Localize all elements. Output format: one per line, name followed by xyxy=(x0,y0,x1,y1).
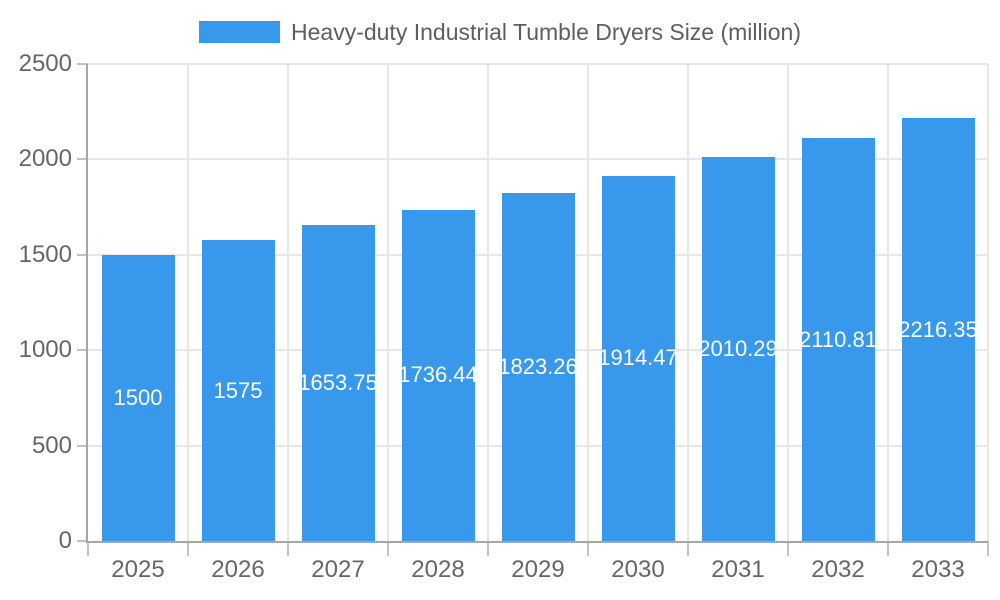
y-axis-label: 1000 xyxy=(18,336,72,364)
x-axis-label: 2026 xyxy=(211,556,265,583)
legend-item[interactable]: Heavy-duty Industrial Tumble Dryers Size… xyxy=(0,20,1000,44)
bar-value-label: 1914.47 xyxy=(601,345,675,371)
x-tick-mark xyxy=(887,541,889,556)
gridline-vertical xyxy=(687,64,689,541)
x-axis-label: 2025 xyxy=(111,556,165,583)
gridline-vertical xyxy=(787,64,789,541)
x-axis-label: 2033 xyxy=(911,556,965,583)
x-axis-label: 2029 xyxy=(511,556,565,583)
y-axis-label: 0 xyxy=(58,527,72,554)
bar-value-label: 1500 xyxy=(113,384,163,410)
bar-value-label: 1736.44 xyxy=(401,362,475,388)
bar: 1823.26 xyxy=(501,193,575,541)
x-axis-line xyxy=(86,541,988,543)
bar: 1653.75 xyxy=(301,225,375,541)
gridline-vertical xyxy=(587,64,589,541)
y-tick-mark xyxy=(77,540,88,542)
legend-swatch xyxy=(199,21,280,43)
gridline-vertical xyxy=(487,64,489,541)
bar: 1500 xyxy=(101,254,175,541)
bar: 1736.44 xyxy=(401,209,475,541)
x-tick-mark xyxy=(187,541,189,556)
x-axis-label: 2031 xyxy=(711,556,765,583)
x-axis-label: 2032 xyxy=(811,556,865,583)
x-tick-mark xyxy=(287,541,289,556)
bar-value-label: 2216.35 xyxy=(901,316,975,342)
gridline-horizontal xyxy=(88,158,988,161)
x-tick-mark xyxy=(487,541,489,556)
x-axis-label: 2030 xyxy=(611,556,665,583)
gridline-vertical xyxy=(887,64,889,541)
x-axis-label: 2027 xyxy=(311,556,365,583)
gridline-vertical xyxy=(187,64,189,541)
bar-value-label: 1575 xyxy=(213,377,263,403)
y-axis-label: 2000 xyxy=(18,145,72,173)
bar-value-label: 1823.26 xyxy=(501,354,575,380)
bar: 1575 xyxy=(201,240,275,541)
bar: 2110.81 xyxy=(801,138,875,541)
bar: 2010.29 xyxy=(701,157,775,541)
bar: 1914.47 xyxy=(601,175,675,541)
gridline-vertical xyxy=(387,64,389,541)
x-axis-label: 2028 xyxy=(411,556,465,583)
y-tick-mark xyxy=(77,444,88,447)
x-tick-mark xyxy=(787,541,789,556)
y-tick-mark xyxy=(77,349,88,352)
y-axis-label: 500 xyxy=(31,431,72,459)
y-axis-line xyxy=(86,64,88,543)
bar: 2216.35 xyxy=(901,118,975,541)
x-tick-mark xyxy=(687,541,689,556)
legend-label: Heavy-duty Industrial Tumble Dryers Size… xyxy=(291,19,801,45)
bar-value-label: 2110.81 xyxy=(801,326,875,352)
gridline-horizontal xyxy=(88,63,988,65)
gridline-vertical xyxy=(287,64,289,541)
x-tick-mark xyxy=(87,541,89,556)
y-axis-label: 1500 xyxy=(18,240,72,268)
x-tick-mark xyxy=(987,541,989,556)
bar-value-label: 1653.75 xyxy=(301,370,375,396)
x-tick-mark xyxy=(587,541,589,556)
y-tick-mark xyxy=(77,158,88,161)
y-axis-label: 2500 xyxy=(18,50,72,77)
bar-value-label: 2010.29 xyxy=(701,336,775,362)
y-tick-mark xyxy=(77,63,88,65)
x-tick-mark xyxy=(387,541,389,556)
y-tick-mark xyxy=(77,253,88,256)
gridline-vertical xyxy=(987,64,989,541)
